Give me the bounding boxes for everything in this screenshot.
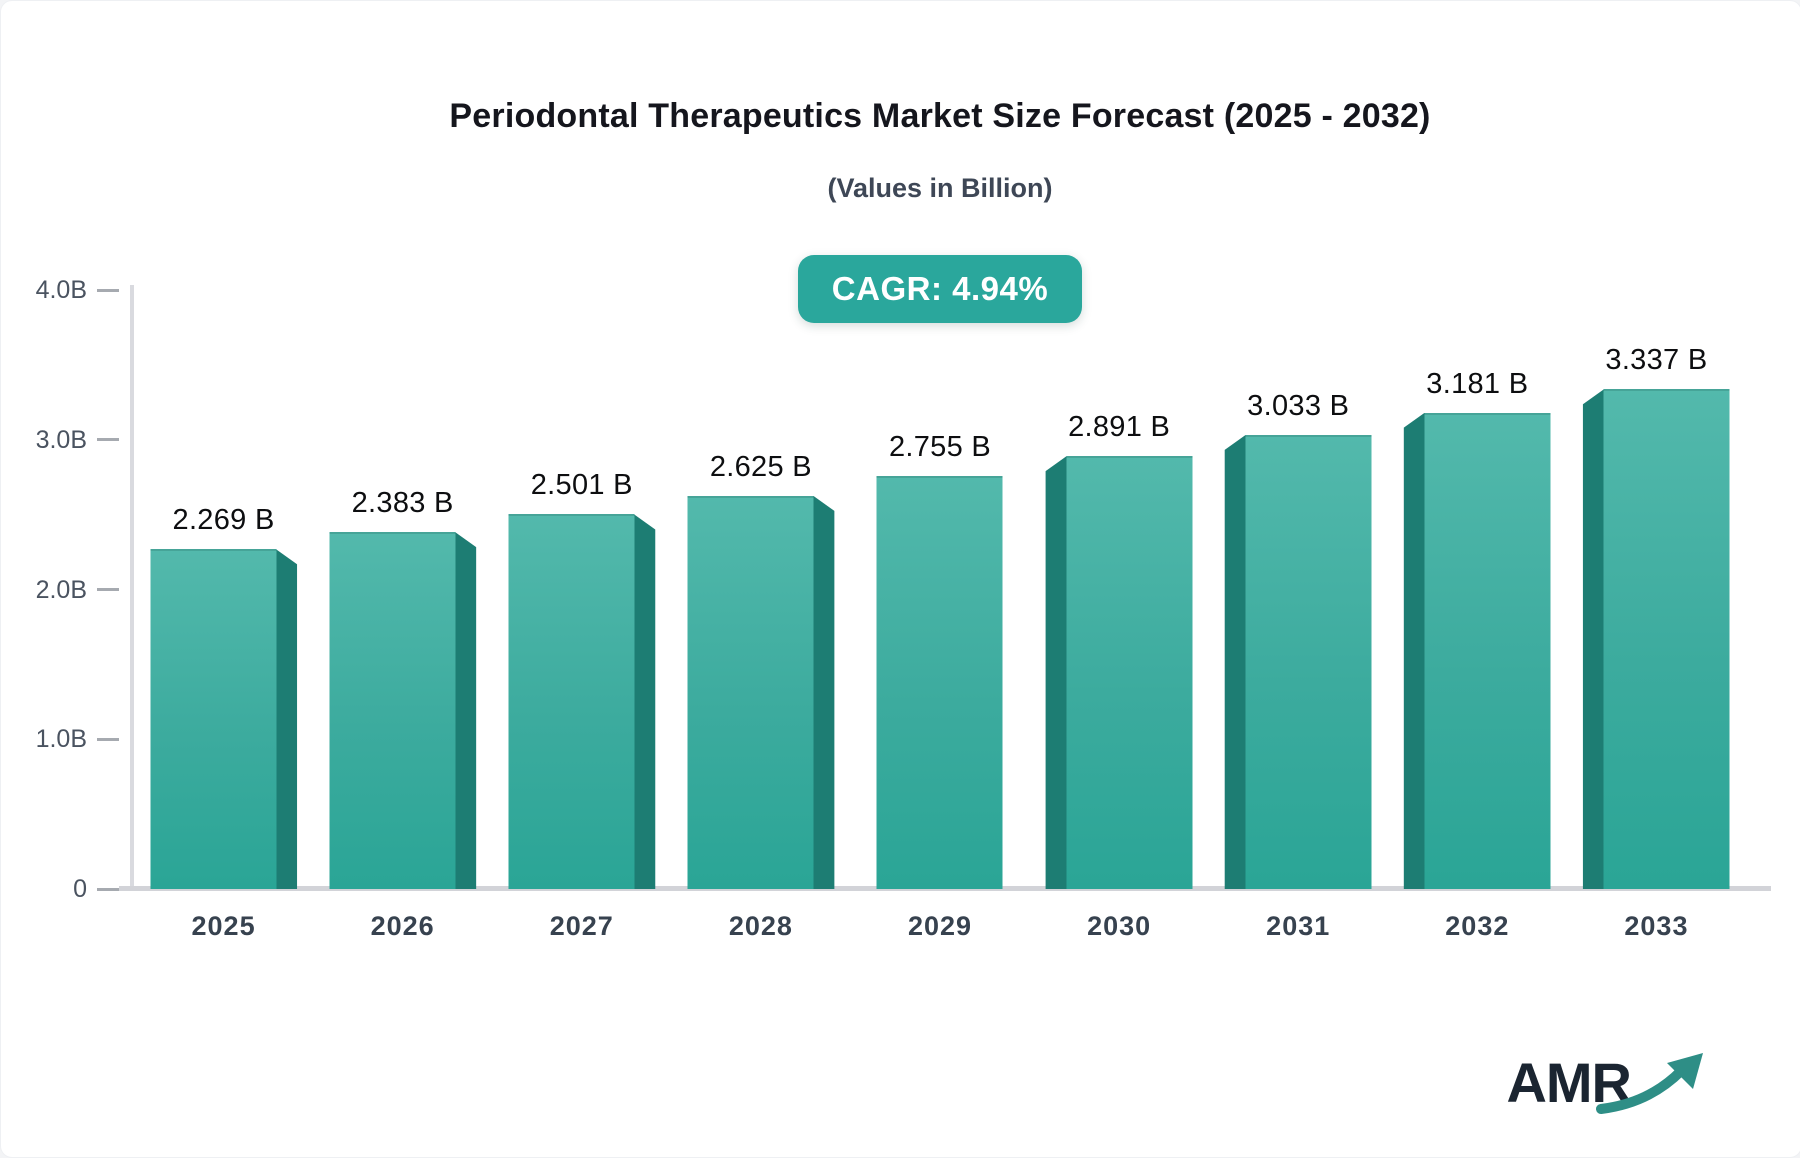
bar-2025 <box>150 549 298 889</box>
bar-slot: 2.625 B 2028 <box>671 289 850 941</box>
bar-face <box>329 532 456 889</box>
bar-slot: 2.891 B 2030 <box>1030 289 1209 941</box>
bar-face <box>1245 434 1372 889</box>
bar-slot: 3.033 B 2031 <box>1209 289 1388 941</box>
chart-title: Periodontal Therapeutics Market Size For… <box>449 97 1431 135</box>
bar-face <box>1066 456 1193 889</box>
bar-value-label: 3.181 B <box>1426 367 1529 400</box>
bar-plot-area: 2.269 B 2025 2.383 B 2026 2.501 B 2027 2.625 B… <box>134 289 1746 941</box>
bar-value-label: 3.033 B <box>1247 389 1350 422</box>
y-axis-tick <box>97 438 119 442</box>
bar-side-face <box>634 514 656 889</box>
bar-side-face <box>1403 412 1425 889</box>
bar-side-face <box>1224 434 1246 889</box>
bar-side-face <box>455 532 477 889</box>
x-axis-label: 2029 <box>907 911 973 941</box>
x-axis-label: 2025 <box>191 911 256 941</box>
bar-side-face <box>1582 389 1604 889</box>
amr-logo: AMR <box>1506 1051 1713 1114</box>
y-axis-label: 1.0B <box>35 725 87 754</box>
y-axis-label: 3.0B <box>35 425 87 454</box>
bar-2033 <box>1582 389 1730 889</box>
bar-face <box>687 495 814 889</box>
bar-2028 <box>687 495 835 889</box>
y-axis-line <box>130 285 134 889</box>
x-axis-label: 2030 <box>1087 911 1152 941</box>
x-axis-label: 2031 <box>1266 911 1331 941</box>
x-axis-label: 2032 <box>1445 911 1510 941</box>
y-axis-label: 2.0B <box>35 575 87 604</box>
y-axis-label: 4.0B <box>35 276 87 304</box>
bar-2026 <box>329 532 477 889</box>
cagr-badge: CAGR: 4.94% <box>797 255 1083 323</box>
growth-arrow-icon <box>1596 1053 1703 1114</box>
bar-slot: 2.383 B 2026 <box>313 289 492 941</box>
bar-slot: 3.337 B 2033 <box>1567 289 1746 941</box>
bar-slot: 2.501 B 2027 <box>492 289 671 941</box>
bar-face <box>876 476 1003 889</box>
y-axis-label: 0 <box>73 875 87 903</box>
y-axis-tick <box>97 588 119 591</box>
bar-slot: 3.181 B 2032 <box>1388 289 1567 941</box>
bar-2032 <box>1403 412 1551 889</box>
bar-value-label: 2.383 B <box>351 487 454 520</box>
bar-2030 <box>1045 456 1193 889</box>
y-axis-tick <box>97 737 119 741</box>
bar-value-label: 2.625 B <box>709 450 812 483</box>
y-axis-tick <box>97 887 119 891</box>
bar-side-face <box>1045 456 1067 889</box>
chart-subtitle: (Values in Billion) <box>827 173 1053 203</box>
x-axis-label: 2033 <box>1624 911 1689 941</box>
bar-side-face <box>813 495 835 889</box>
bar-value-label: 2.891 B <box>1068 411 1171 444</box>
bar-value-label: 3.337 B <box>1605 344 1708 377</box>
bar-side-face <box>276 549 298 889</box>
bar-value-label: 2.269 B <box>172 504 275 537</box>
x-axis-label: 2027 <box>549 911 614 941</box>
x-axis-label: 2028 <box>728 911 793 941</box>
bar-value-label: 2.501 B <box>530 469 633 502</box>
cagr-badge-row: CAGR: 4.94% <box>134 255 1746 323</box>
bar-2031 <box>1224 434 1372 889</box>
bar-2027 <box>508 514 656 889</box>
bar-2029 <box>866 476 1013 889</box>
bar-slot: 2.269 B 2025 <box>134 289 313 941</box>
bar-face <box>1603 389 1730 889</box>
bar-value-label: 2.755 B <box>888 431 992 464</box>
bar-face <box>1424 412 1551 889</box>
bar-face <box>150 549 277 889</box>
y-axis-tick <box>97 288 119 292</box>
x-axis-label: 2026 <box>370 911 435 941</box>
bar-face <box>508 514 635 889</box>
bar-slot: 2.755 B 2029 <box>850 289 1029 941</box>
amr-logo-text: AMR <box>1506 1051 1632 1114</box>
